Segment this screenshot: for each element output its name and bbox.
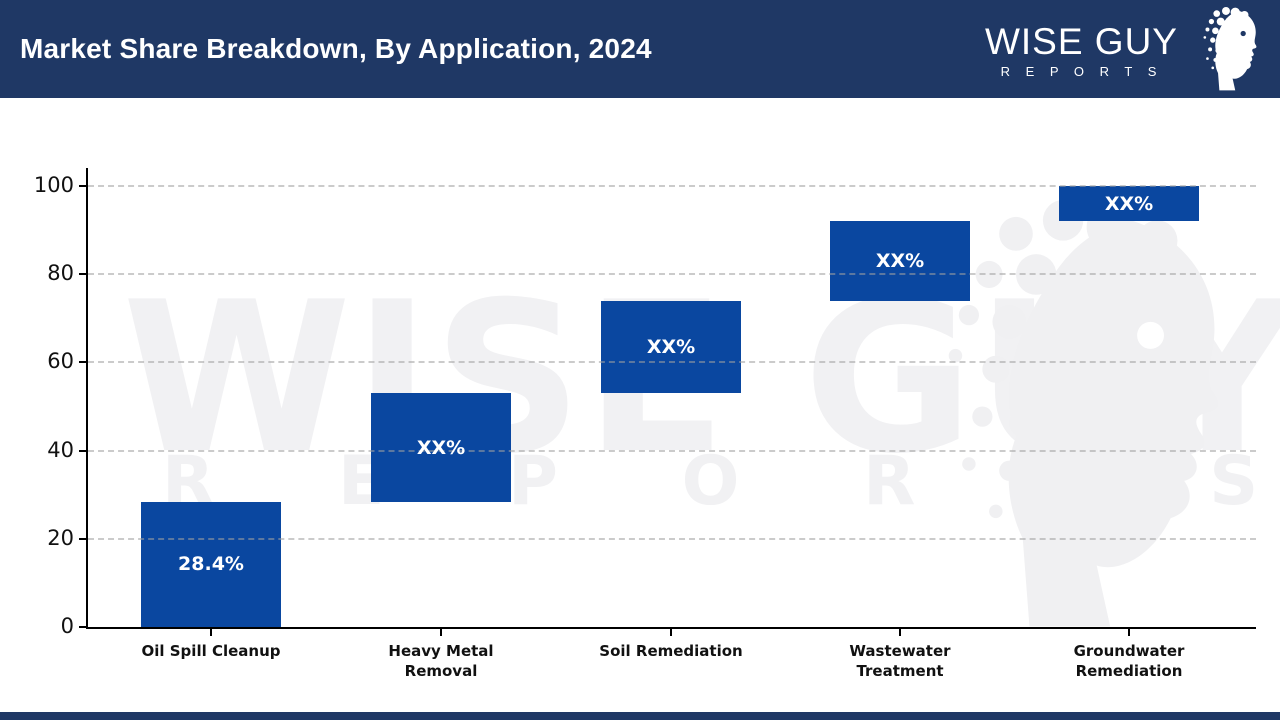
category-label: Heavy Metal Removal [388, 642, 494, 680]
gridline [88, 537, 1256, 540]
y-tick-mark [79, 361, 88, 364]
x-tick-mark [670, 629, 672, 636]
bar-segment: XX% [830, 221, 970, 301]
gridline [88, 185, 1256, 187]
bar-segment: XX% [371, 393, 511, 502]
x-axis-line [86, 627, 1256, 629]
footer-bar [0, 712, 1280, 720]
bar-segment: XX% [601, 300, 741, 394]
y-tick-mark [79, 537, 88, 540]
category-label: Oil Spill Cleanup [141, 642, 281, 660]
y-tick-label: 60 [47, 349, 74, 374]
category-label: Soil Remediation [599, 642, 743, 660]
header-bar: Market Share Breakdown, By Application, … [0, 0, 1280, 98]
bar-value-label: 28.4% [178, 553, 244, 576]
bar-segment: 28.4% [141, 501, 281, 627]
x-tick-mark [1128, 629, 1130, 636]
gridline [88, 273, 1256, 276]
logo-face-icon [1182, 7, 1266, 93]
logo-reports-label: R E P O R T S [1000, 64, 1163, 79]
logo-wiseguy-label: WISE GUY [984, 21, 1178, 62]
bar-value-label: XX% [416, 436, 466, 459]
page-title: Market Share Breakdown, By Application, … [20, 33, 652, 64]
y-tick-mark [79, 626, 88, 628]
x-tick-mark [899, 629, 901, 636]
bar-value-label: XX% [1104, 192, 1154, 215]
y-tick-label: 0 [60, 614, 74, 638]
y-tick-mark [79, 449, 88, 452]
logo-text: WISE GUY R E P O R T S [985, 21, 1178, 79]
gridline [88, 449, 1256, 452]
y-axis-line [86, 168, 88, 629]
y-tick-label: 100 [33, 173, 74, 197]
category-label: Groundwater Remediation [1073, 642, 1185, 680]
y-tick-label: 80 [47, 261, 74, 286]
y-tick-label: 40 [47, 437, 74, 462]
gridline [88, 361, 1256, 364]
y-tick-mark [79, 273, 88, 276]
wise-guy-reports-logo: WISE GUY R E P O R T S [985, 6, 1266, 94]
y-tick-mark [79, 185, 88, 187]
category-label: Wastewater Treatment [849, 642, 951, 680]
bar-segment: XX% [1059, 186, 1199, 222]
x-tick-mark [210, 629, 212, 636]
y-tick-label: 20 [47, 525, 74, 550]
x-tick-mark [440, 629, 442, 636]
bar-value-label: XX% [875, 249, 925, 272]
bar-value-label: XX% [646, 335, 696, 358]
